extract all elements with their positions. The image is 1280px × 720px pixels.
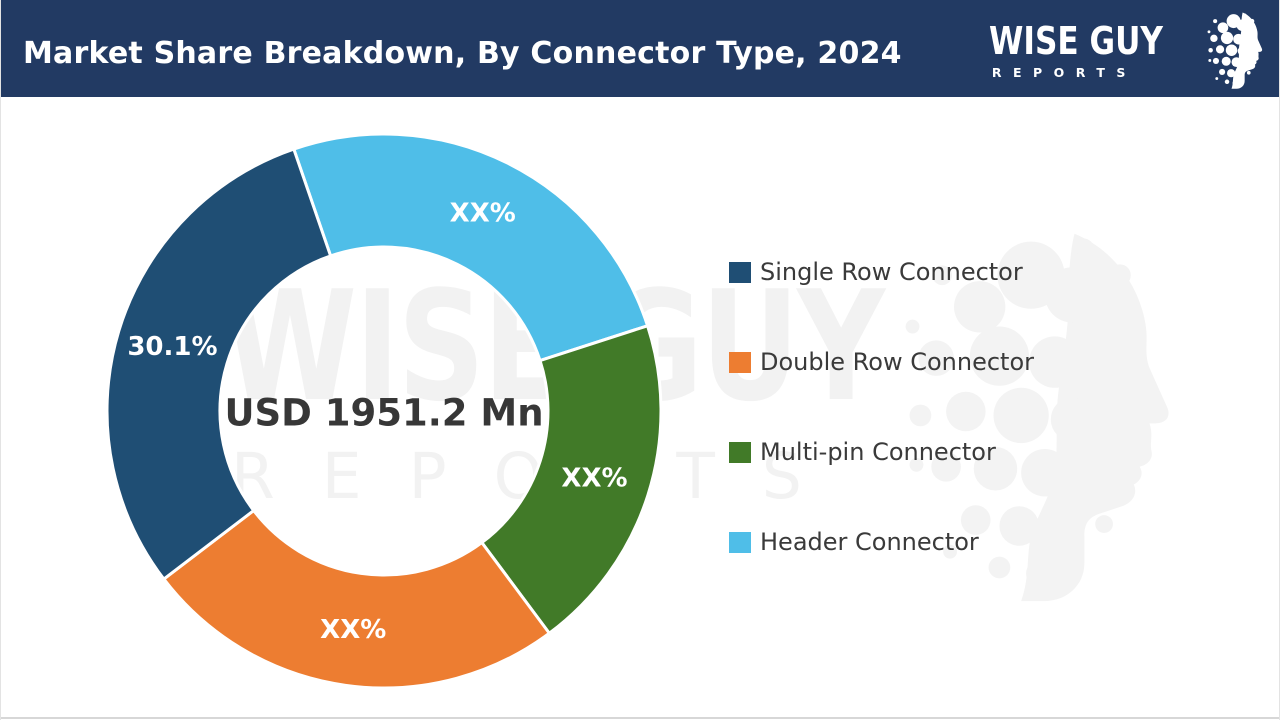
legend-label: Header Connector xyxy=(760,528,979,556)
legend-item-multi-pin: Multi-pin Connector xyxy=(729,431,1034,473)
legend-label: Multi-pin Connector xyxy=(760,438,996,466)
slice-label: XX% xyxy=(450,198,516,228)
legend: Single Row Connector Double Row Connecto… xyxy=(729,251,1034,611)
slice-label: XX% xyxy=(320,615,386,645)
logo-subtitle: REPORTS xyxy=(991,65,1137,80)
page-title: Market Share Breakdown, By Connector Typ… xyxy=(23,36,902,71)
legend-item-double-row: Double Row Connector xyxy=(729,341,1034,383)
brand-logo: WISE GUY REPORTS xyxy=(989,8,1265,90)
logo-face-icon xyxy=(1203,8,1265,90)
legend-item-header: Header Connector xyxy=(729,521,1034,563)
legend-swatch xyxy=(729,261,751,283)
legend-swatch xyxy=(729,351,751,373)
logo-text: WISE GUY REPORTS xyxy=(989,22,1201,80)
legend-label: Double Row Connector xyxy=(760,348,1034,376)
donut-center-value: USD 1951.2 Mn xyxy=(224,391,544,435)
slice-label: 30.1% xyxy=(127,332,217,362)
legend-item-single-row: Single Row Connector xyxy=(729,251,1034,293)
legend-swatch xyxy=(729,441,751,463)
logo-wordmark: WISE GUY xyxy=(988,19,1163,63)
legend-label: Single Row Connector xyxy=(760,258,1023,286)
header-bar: Market Share Breakdown, By Connector Typ… xyxy=(1,0,1279,97)
donut-slice xyxy=(162,509,551,690)
legend-swatch xyxy=(729,531,751,553)
bottom-border xyxy=(1,717,1279,719)
